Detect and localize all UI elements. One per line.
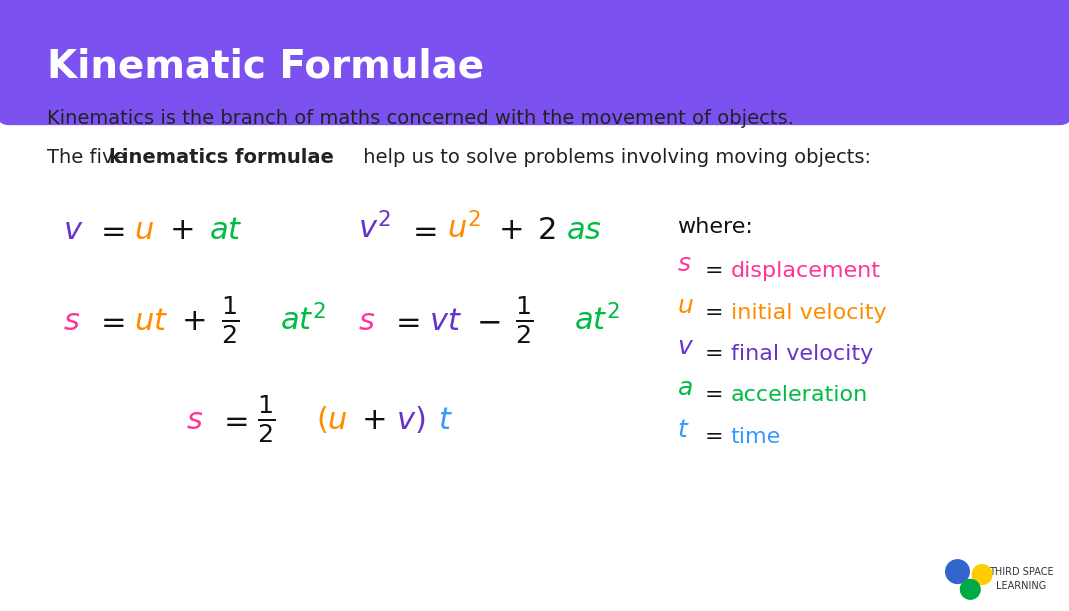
Text: $=$: $=$ (95, 307, 125, 336)
Text: $+$: $+$ (182, 307, 205, 336)
Text: $u^2$: $u^2$ (447, 212, 481, 245)
Text: $as$: $as$ (567, 216, 602, 245)
Text: $s$: $s$ (678, 252, 692, 276)
Text: $at^2$: $at^2$ (574, 304, 620, 336)
Text: $(u$: $(u$ (315, 404, 347, 435)
Text: acceleration: acceleration (730, 386, 868, 405)
Text: Kinematic Formulae: Kinematic Formulae (47, 48, 484, 86)
Text: $\frac{1}{2}$: $\frac{1}{2}$ (515, 295, 533, 346)
Text: $=$: $=$ (95, 216, 125, 245)
Text: $a$: $a$ (678, 376, 693, 400)
Text: =: = (704, 262, 731, 281)
Text: $+$: $+$ (170, 216, 193, 245)
Text: $at^2$: $at^2$ (279, 304, 326, 336)
Text: $=$: $=$ (389, 307, 420, 336)
Text: The five: The five (47, 148, 131, 167)
Text: where:: where: (678, 217, 754, 237)
Circle shape (960, 579, 980, 599)
Text: =: = (704, 302, 731, 323)
Text: initial velocity: initial velocity (730, 302, 886, 323)
Text: $=$: $=$ (407, 216, 437, 245)
Text: time: time (730, 426, 780, 447)
Text: $ut$: $ut$ (134, 307, 168, 336)
Text: THIRD SPACE
LEARNING: THIRD SPACE LEARNING (989, 568, 1054, 591)
Text: $+$: $+$ (361, 406, 386, 435)
Circle shape (946, 560, 970, 584)
Text: $\frac{1}{2}$: $\frac{1}{2}$ (257, 393, 275, 445)
Text: $v)$: $v)$ (397, 404, 425, 435)
FancyBboxPatch shape (0, 0, 1069, 125)
Text: =: = (704, 386, 731, 405)
Text: $vt$: $vt$ (429, 307, 462, 336)
Bar (10, 1, 1059, 104)
Text: $s$: $s$ (63, 307, 80, 336)
Text: help us to solve problems involving moving objects:: help us to solve problems involving movi… (357, 148, 871, 167)
Text: =: = (704, 426, 731, 447)
Text: $=$: $=$ (218, 406, 248, 435)
Text: $s$: $s$ (186, 406, 203, 435)
Circle shape (972, 565, 992, 584)
Text: $+$: $+$ (498, 216, 522, 245)
Text: $at$: $at$ (208, 216, 243, 245)
Text: $2$: $2$ (537, 216, 555, 245)
Text: Kinematics is the branch of maths concerned with the movement of objects.: Kinematics is the branch of maths concer… (47, 109, 793, 128)
Text: $t$: $t$ (678, 418, 691, 442)
Text: =: = (704, 344, 731, 364)
Text: displacement: displacement (730, 262, 881, 281)
Text: $t$: $t$ (437, 406, 452, 435)
Text: $\frac{1}{2}$: $\frac{1}{2}$ (220, 295, 238, 346)
Text: final velocity: final velocity (730, 344, 872, 364)
Text: $v$: $v$ (63, 216, 83, 245)
Text: kinematics formulae: kinematics formulae (109, 148, 334, 167)
Text: $-$: $-$ (476, 307, 500, 336)
Text: $u$: $u$ (134, 216, 154, 245)
Text: $s$: $s$ (358, 307, 375, 336)
Text: $u$: $u$ (678, 293, 694, 318)
Text: $v^2$: $v^2$ (358, 212, 391, 245)
Text: $v$: $v$ (678, 335, 695, 359)
